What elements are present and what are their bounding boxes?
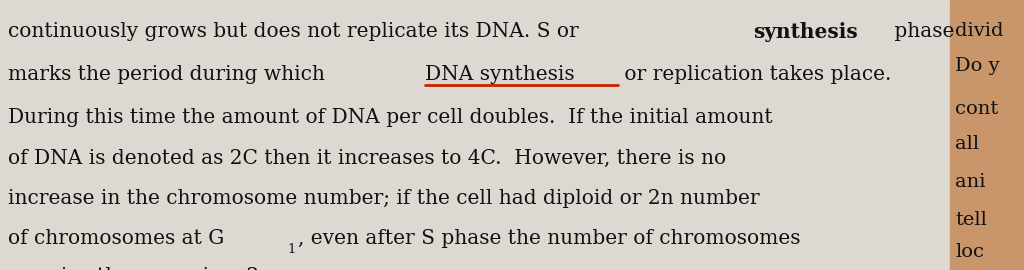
Text: cont: cont [955, 100, 998, 118]
Text: of DNA is denoted as 2C then it increases to 4C.  However, there is no: of DNA is denoted as 2C then it increase… [8, 148, 726, 167]
Text: tell: tell [955, 211, 987, 229]
Text: Do y: Do y [955, 57, 1000, 75]
Text: 1: 1 [288, 243, 296, 256]
Text: phase: phase [888, 22, 954, 40]
Text: continuously grows but does not replicate its DNA. S or: continuously grows but does not replicat… [8, 22, 586, 40]
Text: During this time the amount of DNA per cell doubles.  If the initial amount: During this time the amount of DNA per c… [8, 108, 773, 127]
Text: all: all [955, 135, 980, 153]
Text: remains the same, i.e., 2n.: remains the same, i.e., 2n. [8, 267, 279, 270]
Text: or replication takes place.: or replication takes place. [618, 65, 892, 84]
Text: increase in the chromosome number; if the cell had diploid or 2n number: increase in the chromosome number; if th… [8, 189, 760, 208]
Bar [950, 0, 1024, 270]
Text: , even after S phase the number of chromosomes: , even after S phase the number of chrom… [298, 230, 801, 248]
Text: synthesis: synthesis [753, 22, 858, 42]
Text: marks the period during which: marks the period during which [8, 65, 332, 84]
Text: DNA synthesis: DNA synthesis [425, 65, 574, 84]
Text: divid: divid [955, 22, 1004, 40]
Text: of chromosomes at G: of chromosomes at G [8, 230, 224, 248]
Text: ani: ani [955, 173, 986, 191]
Text: loc: loc [955, 243, 984, 261]
